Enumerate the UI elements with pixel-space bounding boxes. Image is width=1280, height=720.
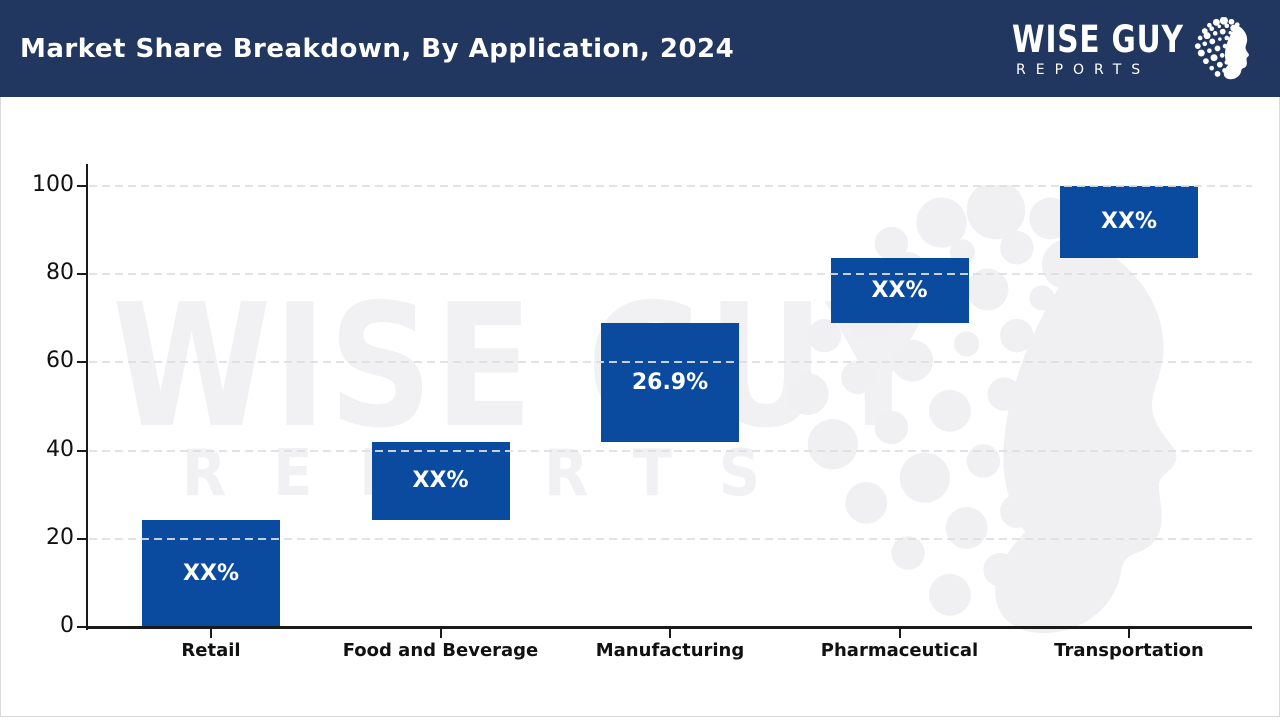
page-title: Market Share Breakdown, By Application, … <box>20 33 735 64</box>
y-tick-40 <box>77 449 86 452</box>
bar-transportation: XX% <box>1060 186 1198 258</box>
bar-value-label-transportation: XX% <box>1101 209 1157 235</box>
x-tick-transportation <box>1128 629 1130 638</box>
y-tick-label-60: 60 <box>46 348 74 374</box>
brand-logo-subtext: REPORTS <box>1016 62 1151 78</box>
x-tick-label-transportation: Transportation <box>1054 640 1204 661</box>
x-tick-label-manufacturing: Manufacturing <box>595 640 745 661</box>
gridline-y-20 <box>89 537 1252 540</box>
x-tick-label-pharmaceutical: Pharmaceutical <box>820 640 979 661</box>
bar-value-label-food-and-beverage: XX% <box>412 468 469 494</box>
y-tick-80 <box>77 273 86 276</box>
gridline-y-100 <box>89 185 1252 187</box>
x-tick-label-food-and-beverage: Food and Beverage <box>342 640 539 661</box>
gridline-y-60 <box>89 361 1252 364</box>
x-tick-manufacturing <box>669 629 671 638</box>
x-tick-retail <box>210 629 212 638</box>
bar-value-label-pharmaceutical: XX% <box>871 278 928 303</box>
gridline-y-80 <box>89 273 1252 276</box>
y-tick-0 <box>77 626 86 628</box>
x-axis-line <box>86 626 1252 629</box>
x-tick-pharmaceutical <box>898 629 901 638</box>
y-tick-label-80: 80 <box>46 260 74 286</box>
y-tick-label-40: 40 <box>46 436 74 462</box>
bar-pharmaceutical: XX% <box>830 257 969 324</box>
y-tick-20 <box>77 537 86 540</box>
bar-value-label-manufacturing: 26.9% <box>631 369 709 395</box>
y-tick-60 <box>77 361 86 364</box>
header-bar: Market Share Breakdown, By Application, … <box>0 0 1280 97</box>
bar-food-and-beverage: XX% <box>371 441 510 520</box>
y-tick-100 <box>77 185 86 187</box>
watermark-text: WISE GUY <box>112 268 933 466</box>
brand-logo-text: WISE GUY <box>1012 18 1184 61</box>
x-tick-label-retail: Retail <box>181 640 241 661</box>
y-tick-label-0: 0 <box>60 613 74 638</box>
brand-logo: WISE GUY REPORTS <box>1012 6 1264 92</box>
y-tick-label-100: 100 <box>32 172 74 197</box>
y-tick-label-20: 20 <box>46 524 74 550</box>
bar-value-label-retail: XX% <box>183 560 239 586</box>
bar-manufacturing: 26.9% <box>601 323 739 442</box>
bar-retail: XX% <box>142 519 280 627</box>
gridline-y-40 <box>89 449 1252 452</box>
y-axis-line <box>86 164 88 630</box>
x-tick-food-and-beverage <box>439 629 442 638</box>
